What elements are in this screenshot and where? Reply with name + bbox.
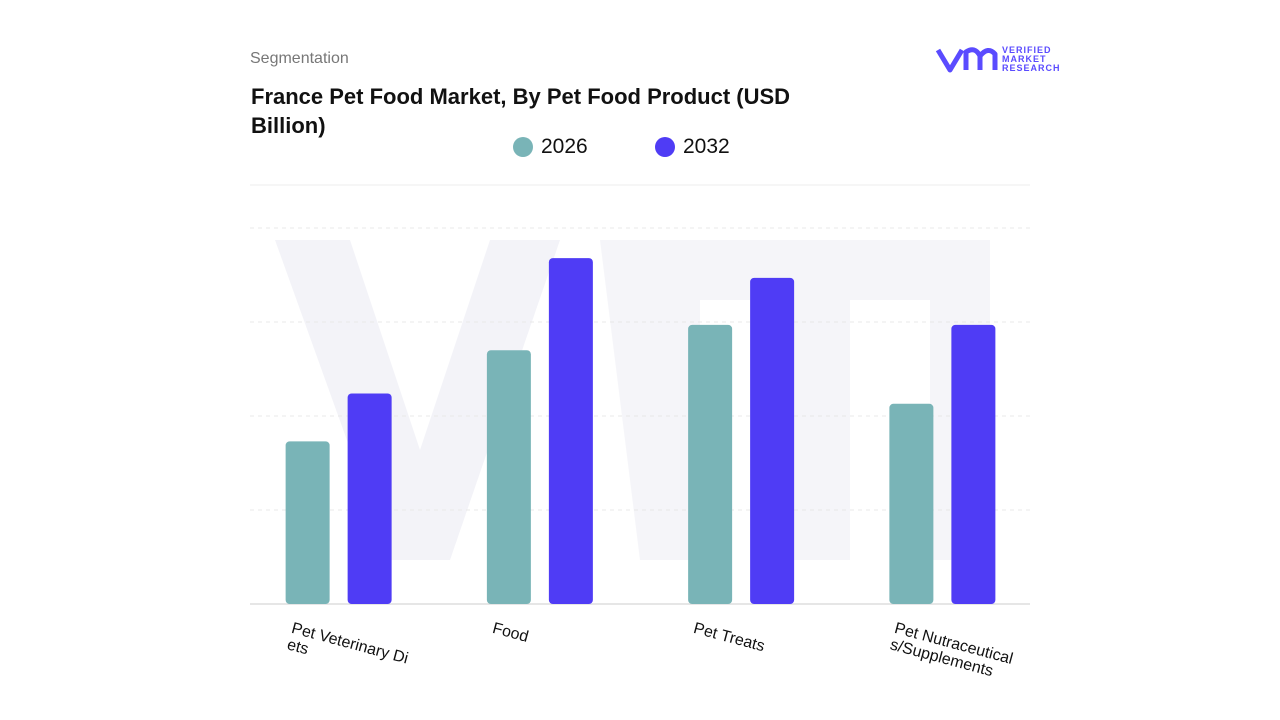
bar <box>548 258 593 604</box>
legend-swatch <box>655 137 675 157</box>
bar <box>486 350 531 604</box>
bar <box>750 277 795 604</box>
brand-line: VERIFIED <box>1002 45 1052 55</box>
chart-title: France Pet Food Market, By Pet Food Prod… <box>251 84 791 138</box>
legend-swatch <box>513 137 533 157</box>
bar <box>285 441 330 604</box>
bar <box>889 403 934 604</box>
legend-label: 2032 <box>683 135 730 158</box>
bar <box>688 324 733 604</box>
brand-line: MARKET <box>1002 54 1047 64</box>
bar <box>951 324 996 604</box>
legend-label: 2026 <box>541 135 588 158</box>
brand-line: RESEARCH <box>1002 63 1061 73</box>
bar <box>347 393 392 604</box>
section-label: Segmentation <box>250 50 349 67</box>
logo-mark <box>935 47 998 73</box>
